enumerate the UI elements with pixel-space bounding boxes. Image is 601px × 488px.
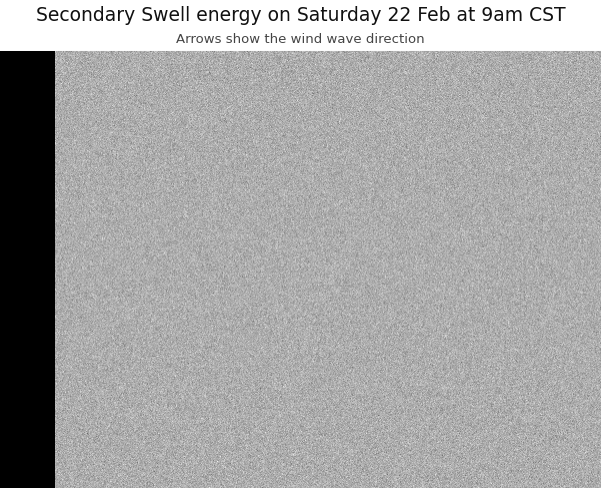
Text: Arrows show the wind wave direction: Arrows show the wind wave direction xyxy=(176,34,425,46)
Text: Secondary Swell energy on Saturday 22 Feb at 9am CST: Secondary Swell energy on Saturday 22 Fe… xyxy=(35,6,566,25)
